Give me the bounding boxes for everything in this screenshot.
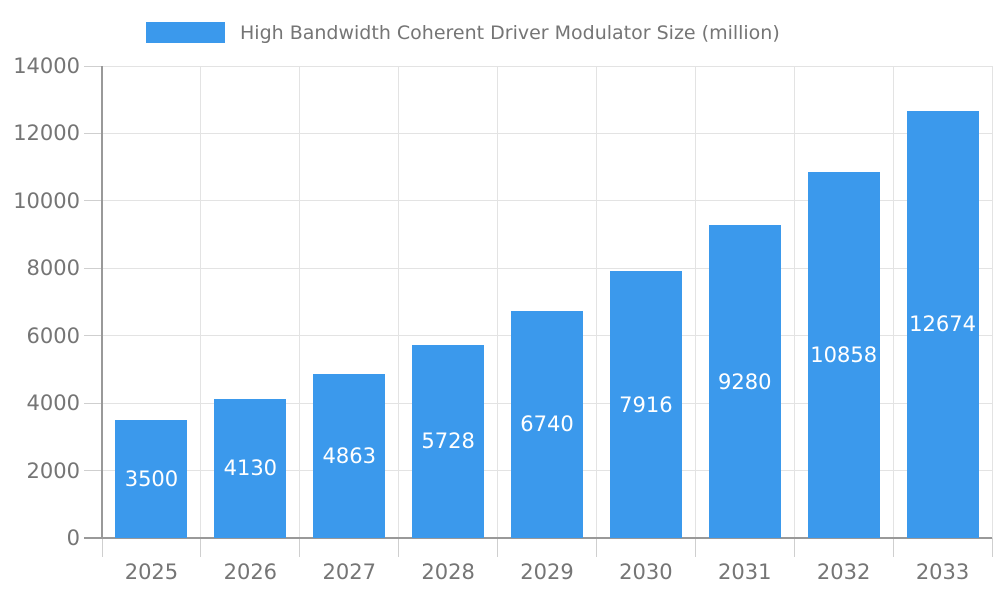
gridline-vertical [398, 66, 400, 538]
bar-value-label: 12674 [909, 312, 976, 337]
x-tick-label: 2027 [322, 560, 376, 584]
x-axis-tick [595, 538, 597, 557]
gridline-horizontal [102, 65, 992, 67]
gridline-vertical [793, 66, 795, 538]
bar[interactable] [115, 420, 188, 538]
x-tick-label: 2025 [124, 560, 179, 584]
x-tick-label: 2032 [816, 560, 871, 584]
y-tick-label: 0 [66, 526, 80, 550]
bar[interactable] [412, 344, 485, 538]
x-axis-tick [892, 538, 894, 557]
y-axis-tick [84, 402, 102, 404]
gridline-vertical [299, 66, 301, 538]
x-tick-label: 2029 [520, 560, 574, 584]
gridline-vertical [595, 66, 597, 538]
x-axis-tick [101, 538, 103, 557]
y-axis-tick [84, 132, 102, 134]
gridline-horizontal [102, 267, 992, 269]
gridline-vertical [892, 66, 894, 538]
y-tick-label: 4000 [26, 391, 80, 416]
x-tick-label: 2026 [223, 560, 278, 584]
y-tick-label: 10000 [13, 188, 80, 213]
y-tick-label: 2000 [26, 458, 80, 483]
bar-value-label: 9280 [718, 369, 772, 394]
x-axis-tick [200, 538, 202, 557]
bar[interactable] [511, 310, 583, 538]
y-tick-label: 8000 [26, 256, 80, 281]
legend-label: High Bandwidth Coherent Driver Modulator… [240, 21, 780, 44]
x-axis-tick [793, 538, 795, 557]
bar-value-label: 4863 [322, 444, 376, 469]
bar-value-label: 6740 [520, 412, 574, 437]
y-axis-tick [84, 335, 102, 337]
bar[interactable] [708, 225, 781, 538]
x-axis-tick [497, 538, 499, 557]
x-axis-tick [991, 538, 993, 557]
x-tick-label: 2028 [421, 560, 475, 584]
y-axis-tick [84, 470, 102, 472]
x-axis-tick [694, 538, 696, 557]
bar-value-label: 3500 [124, 467, 179, 491]
bar-value-label: 4130 [223, 456, 278, 481]
x-tick-label: 2030 [619, 560, 673, 584]
x-tick-label: 2033 [915, 560, 970, 584]
x-tick-label: 2031 [718, 560, 772, 584]
gridline-horizontal [102, 132, 992, 134]
gridline-vertical [694, 66, 696, 538]
y-axis-tick [84, 267, 102, 269]
gridline-horizontal [102, 200, 992, 202]
bar-value-label: 5728 [421, 429, 475, 454]
y-tick-label: 6000 [26, 323, 80, 348]
y-tick-label: 12000 [13, 121, 80, 146]
bar-value-label: 7916 [619, 392, 673, 417]
y-axis-line [101, 66, 103, 538]
x-axis-tick [398, 538, 400, 557]
gridline-vertical [991, 66, 993, 538]
y-axis-tick [84, 200, 102, 202]
bar[interactable] [807, 171, 880, 538]
gridline-vertical [200, 66, 202, 538]
bar[interactable] [214, 398, 287, 538]
bar[interactable] [609, 271, 682, 538]
bar-value-label: 10858 [810, 342, 878, 367]
x-axis-line [84, 537, 992, 539]
legend-item[interactable]: High Bandwidth Coherent Driver Modulator… [146, 20, 780, 45]
gridline-vertical [497, 66, 499, 538]
bar[interactable] [313, 374, 386, 538]
legend-swatch [146, 22, 225, 43]
x-axis-tick [299, 538, 301, 557]
bar[interactable] [906, 110, 979, 538]
y-tick-label: 14000 [13, 54, 80, 78]
y-axis-tick [84, 65, 102, 67]
